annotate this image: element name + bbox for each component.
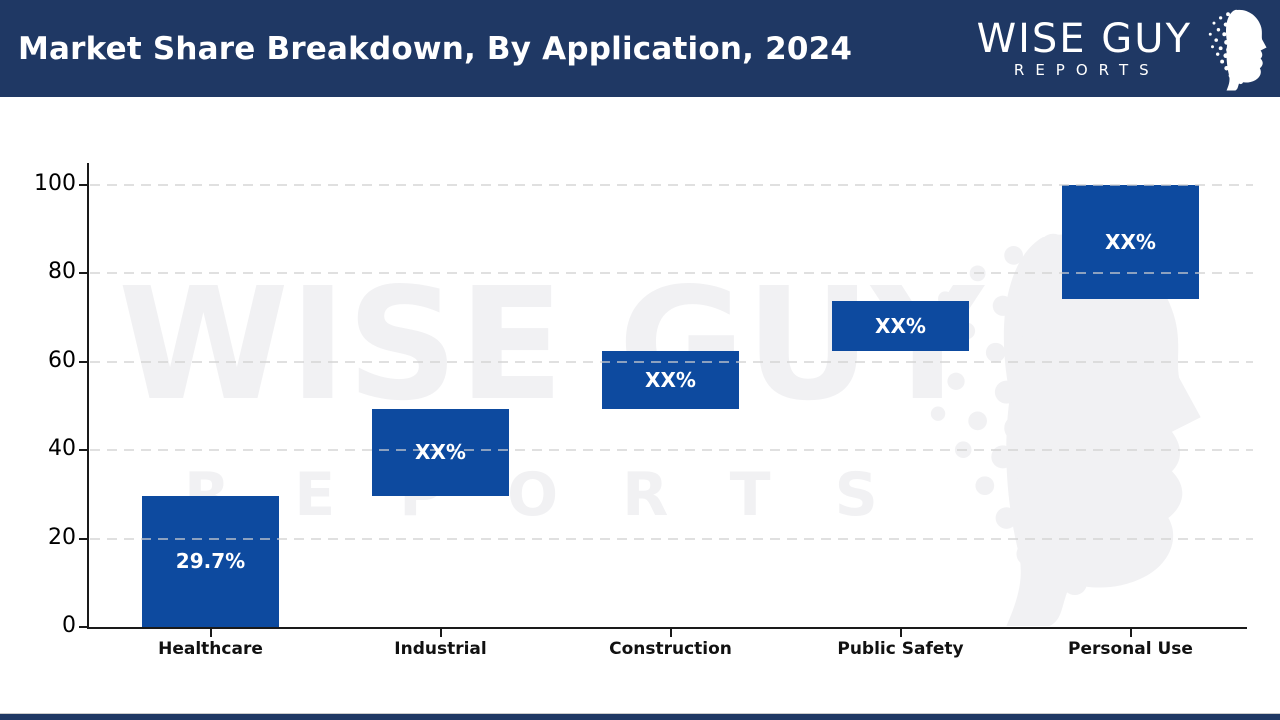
y-tick-mark-40: [79, 449, 87, 452]
y-tick-mark-0: [79, 626, 87, 628]
y-tick-mark-20: [79, 537, 87, 540]
bar-value-label-public-safety: XX%: [875, 313, 926, 338]
bar-value-label-personal-use: XX%: [1105, 230, 1156, 255]
x-tick-mark-healthcare: [209, 629, 212, 637]
footer-accent-bar: [0, 713, 1280, 720]
bar-value-label-healthcare: 29.7%: [175, 549, 246, 574]
gridline-60: [90, 360, 1253, 363]
category-label-public-safety: Public Safety: [837, 639, 964, 659]
category-label-construction: Construction: [609, 639, 732, 659]
bar-construction: [602, 350, 739, 409]
y-tick-mark-80: [79, 272, 87, 275]
page-title: Market Share Breakdown, By Application, …: [18, 30, 853, 67]
category-label-personal-use: Personal Use: [1068, 639, 1193, 659]
bar-industrial: [372, 408, 509, 496]
y-tick-label-20: 20: [48, 524, 76, 550]
y-axis-line: [87, 163, 89, 629]
logo-subtitle: REPORTS: [1013, 61, 1160, 79]
x-tick-mark-industrial: [439, 629, 442, 637]
y-tick-mark-100: [79, 184, 87, 186]
wise-guy-logo: WISE GUY REPORTS: [977, 7, 1268, 91]
logo-text: WISE GUY REPORTS: [977, 19, 1192, 78]
bar-value-label-construction: XX%: [645, 367, 696, 392]
category-label-healthcare: Healthcare: [158, 639, 263, 659]
x-axis-line: [87, 627, 1247, 629]
y-tick-label-80: 80: [48, 259, 76, 285]
y-tick-label-40: 40: [48, 436, 76, 462]
y-tick-label-0: 0: [62, 613, 76, 638]
x-tick-mark-personal-use: [1129, 629, 1132, 637]
logo-face-icon: [1194, 7, 1268, 91]
bar-healthcare: [142, 495, 279, 627]
y-tick-label-100: 100: [34, 171, 76, 196]
gridline-20: [90, 537, 1253, 540]
gridline-80: [90, 272, 1253, 275]
y-tick-label-60: 60: [48, 347, 76, 373]
gridline-40: [90, 449, 1253, 452]
header-bar: Market Share Breakdown, By Application, …: [0, 0, 1280, 97]
x-tick-mark-construction: [669, 629, 672, 637]
gridline-100: [90, 184, 1253, 186]
bar-value-label-industrial: XX%: [415, 440, 466, 465]
x-tick-mark-public-safety: [899, 629, 902, 637]
logo-name: WISE GUY: [976, 16, 1192, 62]
market-share-chart: WISE GUY REPORTS 0 20 40 60 80 100 29.7% Health…: [0, 97, 1280, 720]
y-tick-mark-60: [79, 360, 87, 363]
watermark-line2: REPORTS: [184, 460, 942, 530]
category-label-industrial: Industrial: [394, 639, 487, 659]
